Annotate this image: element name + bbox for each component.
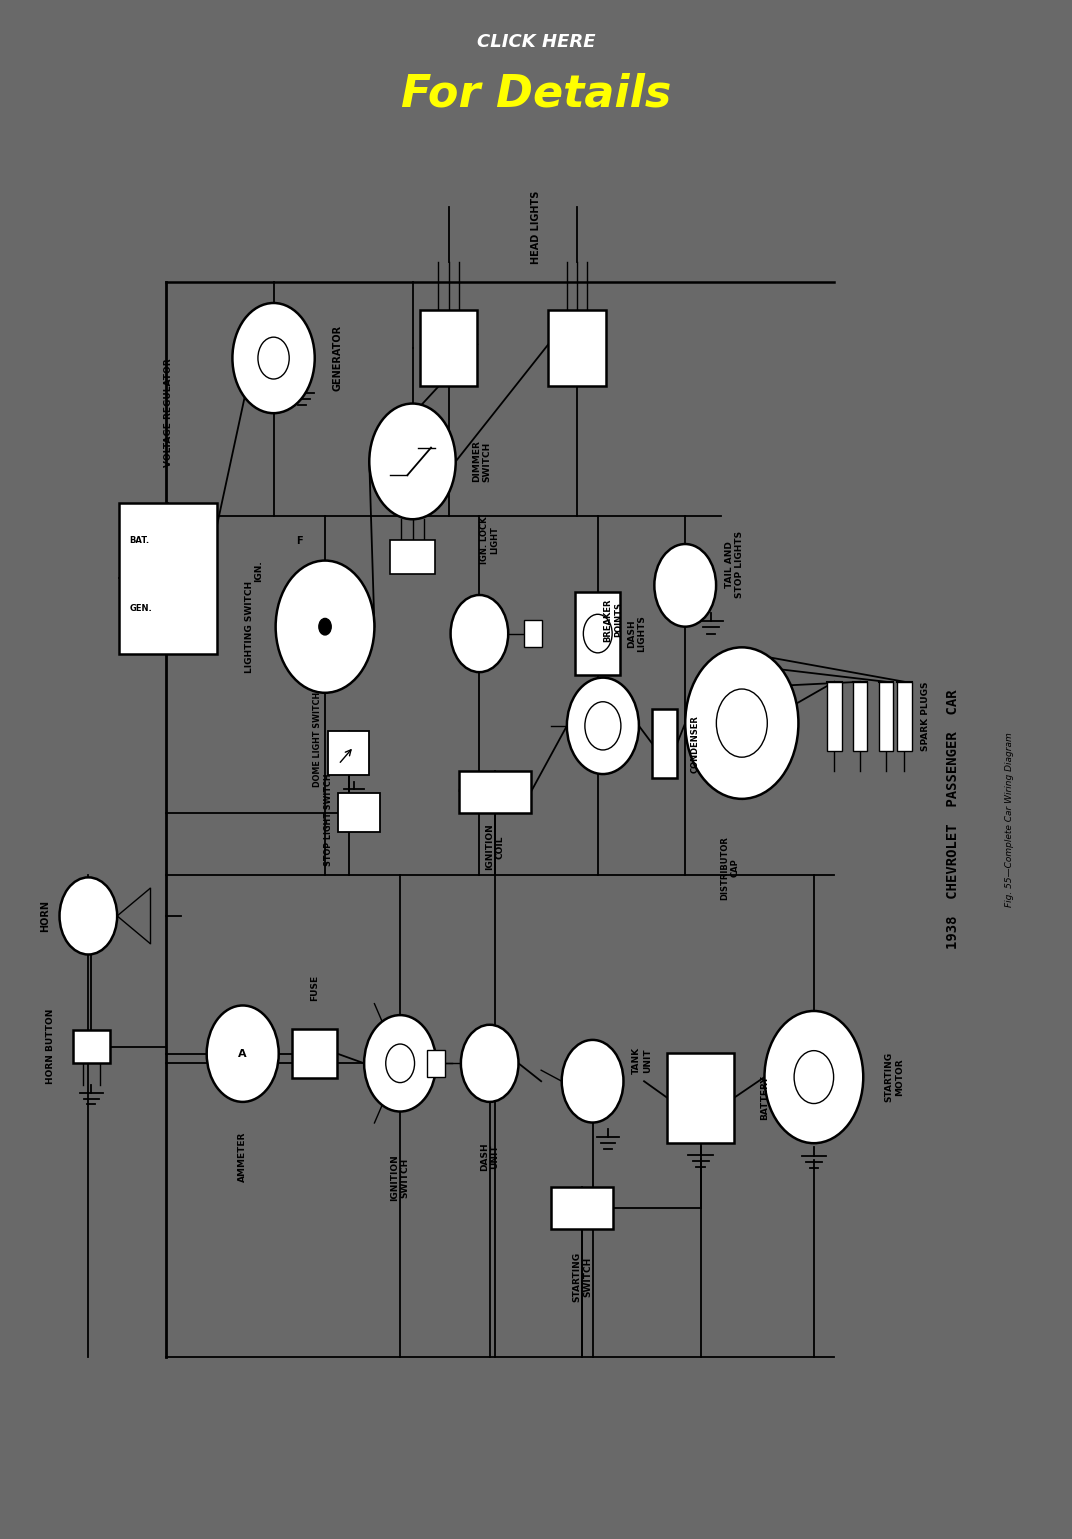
Bar [459, 771, 531, 813]
Circle shape [654, 545, 716, 626]
Text: HORN BUTTON: HORN BUTTON [46, 1010, 55, 1085]
Bar [879, 682, 893, 751]
Text: CLICK HERE: CLICK HERE [477, 32, 595, 51]
Text: IGN.: IGN. [254, 560, 263, 582]
Bar [339, 793, 379, 833]
Circle shape [364, 1016, 436, 1111]
Text: A: A [238, 1048, 247, 1059]
Text: SPARK PLUGS: SPARK PLUGS [921, 682, 929, 751]
Bar [652, 709, 678, 779]
Text: TAIL AND
STOP LIGHTS: TAIL AND STOP LIGHTS [725, 531, 744, 599]
Circle shape [369, 403, 456, 519]
Text: IGN. LOCK
LIGHT: IGN. LOCK LIGHT [480, 516, 500, 563]
Circle shape [450, 596, 508, 673]
Circle shape [318, 619, 331, 636]
Text: IGNITION
COIL: IGNITION COIL [486, 823, 505, 871]
Text: STOP LIGHT SWITCH: STOP LIGHT SWITCH [324, 773, 332, 866]
Circle shape [461, 1025, 519, 1102]
Circle shape [562, 1040, 624, 1122]
Text: STARTING
MOTOR: STARTING MOTOR [884, 1053, 904, 1102]
Text: GENERATOR: GENERATOR [332, 325, 342, 391]
Bar [667, 1053, 734, 1142]
Circle shape [585, 702, 621, 749]
Text: GEN.: GEN. [130, 605, 152, 613]
Circle shape [794, 1051, 834, 1103]
Circle shape [716, 689, 768, 757]
Circle shape [386, 1043, 415, 1082]
Text: DASH
UNIT: DASH UNIT [480, 1142, 500, 1171]
Circle shape [233, 303, 315, 412]
Text: HEAD LIGHTS: HEAD LIGHTS [531, 191, 541, 263]
Text: BREAKER
POINTS: BREAKER POINTS [604, 599, 623, 642]
Bar [897, 682, 911, 751]
Text: DOME LIGHT SWITCH: DOME LIGHT SWITCH [313, 693, 323, 788]
Bar [853, 682, 867, 751]
Bar [292, 1030, 338, 1079]
Text: TANK
UNIT: TANK UNIT [632, 1047, 652, 1074]
Text: F: F [296, 536, 302, 546]
Text: FUSE: FUSE [310, 974, 319, 1000]
Text: VOLTAGE REGULATOR: VOLTAGE REGULATOR [164, 359, 173, 468]
Text: HORN: HORN [40, 900, 50, 933]
Text: IGNITION
SWITCH: IGNITION SWITCH [390, 1154, 410, 1200]
Text: BAT.: BAT. [130, 536, 150, 545]
Bar [828, 682, 842, 751]
Bar [420, 309, 477, 386]
Text: AMMETER: AMMETER [238, 1131, 248, 1182]
Bar [549, 309, 606, 386]
Text: BATTERY: BATTERY [760, 1076, 770, 1120]
Circle shape [764, 1011, 863, 1143]
Bar [119, 503, 217, 654]
Bar [523, 620, 542, 648]
Circle shape [685, 648, 799, 799]
Bar [73, 1030, 110, 1063]
Bar [575, 593, 621, 676]
Bar [328, 731, 369, 776]
Text: DASH
LIGHTS: DASH LIGHTS [627, 616, 646, 653]
Bar [427, 1050, 446, 1077]
Bar [551, 1187, 613, 1228]
Circle shape [276, 560, 374, 693]
Text: Fig. 55—Complete Car Wiring Diagram: Fig. 55—Complete Car Wiring Diagram [1004, 733, 1014, 906]
Text: For Details: For Details [401, 72, 671, 115]
Circle shape [583, 614, 612, 653]
Text: DISTRIBUTOR
CAP: DISTRIBUTOR CAP [719, 836, 740, 900]
Circle shape [60, 877, 117, 954]
Circle shape [258, 337, 289, 379]
Text: LIGHTING SWITCH: LIGHTING SWITCH [245, 580, 254, 673]
Text: STARTING
SWITCH: STARTING SWITCH [572, 1251, 592, 1302]
Text: 1938  CHEVROLET  PASSENGER  CAR: 1938 CHEVROLET PASSENGER CAR [946, 689, 959, 950]
Bar [390, 540, 435, 574]
Circle shape [567, 677, 639, 774]
Text: CONDENSER: CONDENSER [691, 714, 700, 773]
Text: DIMMER
SWITCH: DIMMER SWITCH [472, 440, 491, 482]
Circle shape [207, 1005, 279, 1102]
